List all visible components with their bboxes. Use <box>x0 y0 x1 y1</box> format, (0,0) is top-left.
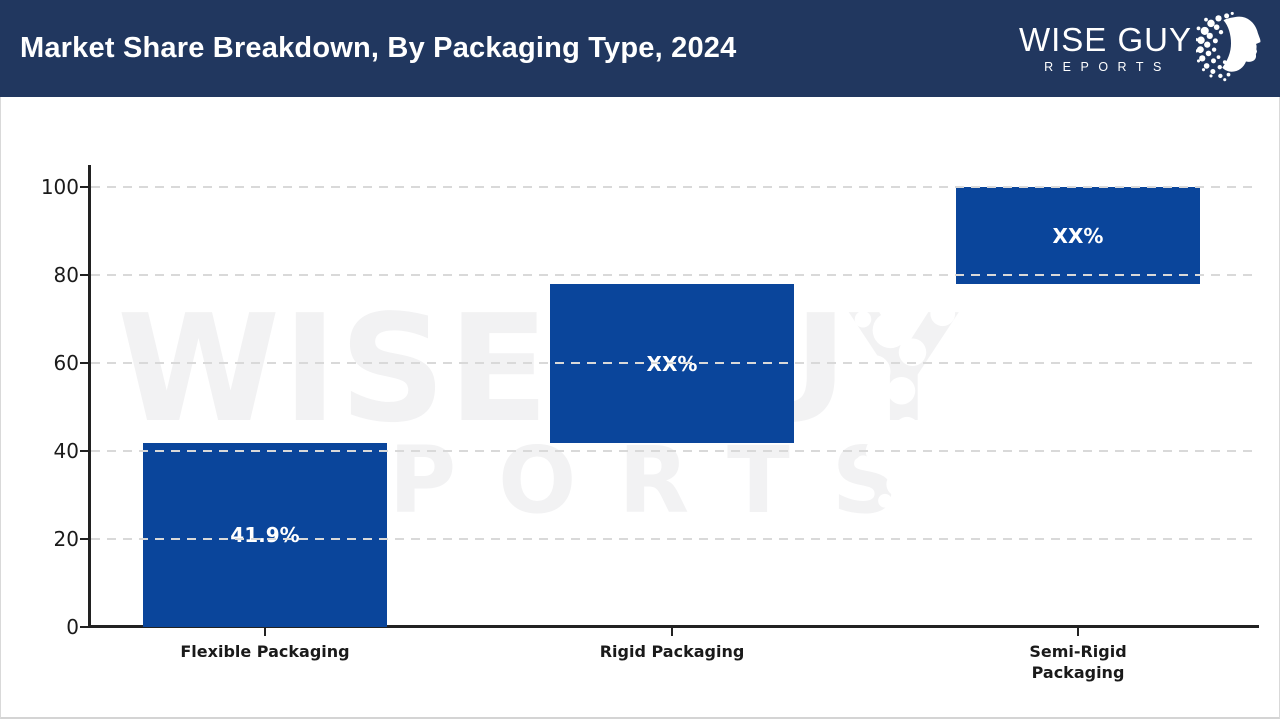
gridline-60 <box>91 362 1259 364</box>
x-category-label-flexible-packaging: Flexible Packaging <box>135 641 395 662</box>
x-tick-mark-semi-rigid-packaging <box>1077 628 1079 636</box>
y-tick-mark-100 <box>80 186 89 188</box>
logo-wordmark: WISE GUY REPORTS <box>1019 23 1192 74</box>
bar-value-label-semi-rigid-packaging: XX% <box>1052 223 1104 248</box>
plot-area: 0 20 40 60 80 100 41.9% Flexible Packaging XX% Ri… <box>1 97 1279 717</box>
y-tick-label-80: 80 <box>53 263 79 287</box>
x-tick-mark-rigid-packaging <box>671 628 673 636</box>
y-tick-mark-20 <box>80 538 89 540</box>
logo-head-icon <box>1196 11 1261 81</box>
gridline-40 <box>91 450 1259 452</box>
logo-wordmark-line1: WISE GUY <box>1018 21 1192 59</box>
x-category-label-line: Rigid Packaging <box>599 642 745 661</box>
y-tick-label-60: 60 <box>53 351 79 375</box>
gridline-100 <box>91 186 1259 188</box>
y-axis-line <box>88 165 91 627</box>
x-tick-mark-flexible-packaging <box>264 628 266 636</box>
y-tick-mark-60 <box>80 362 89 364</box>
x-category-label-line: Semi-Rigid <box>1029 642 1127 661</box>
x-category-label-line: Packaging <box>1031 663 1125 682</box>
y-tick-mark-0 <box>80 626 89 628</box>
gridline-80 <box>91 274 1259 276</box>
bar-flexible-packaging: 41.9% <box>143 443 387 627</box>
bar-semi-rigid-packaging: XX% <box>956 187 1200 284</box>
wise-guy-reports-logo: WISE GUY REPORTS <box>1019 10 1266 88</box>
chart-card: WISE GUY REPORTS 0 20 40 60 80 100 41.9% Flexib… <box>0 97 1280 719</box>
x-category-label-semi-rigid-packaging: Semi-Rigid Packaging <box>948 641 1208 683</box>
logo-wordmark-line2: REPORTS <box>1044 59 1171 74</box>
x-category-label-line: Flexible Packaging <box>180 642 350 661</box>
y-tick-mark-40 <box>80 450 89 452</box>
y-tick-label-100: 100 <box>40 175 79 199</box>
bar-value-label-flexible-packaging: 41.9% <box>230 523 300 547</box>
header-bar: Market Share Breakdown, By Packaging Typ… <box>0 0 1280 97</box>
y-tick-mark-80 <box>80 274 89 276</box>
y-tick-label-40: 40 <box>53 439 79 463</box>
y-tick-label-0: 0 <box>66 615 79 639</box>
chart-title: Market Share Breakdown, By Packaging Typ… <box>20 32 737 64</box>
x-category-label-rigid-packaging: Rigid Packaging <box>542 641 802 662</box>
x-axis-line <box>88 625 1259 628</box>
gridline-20 <box>91 538 1259 540</box>
y-tick-label-20: 20 <box>53 527 79 551</box>
